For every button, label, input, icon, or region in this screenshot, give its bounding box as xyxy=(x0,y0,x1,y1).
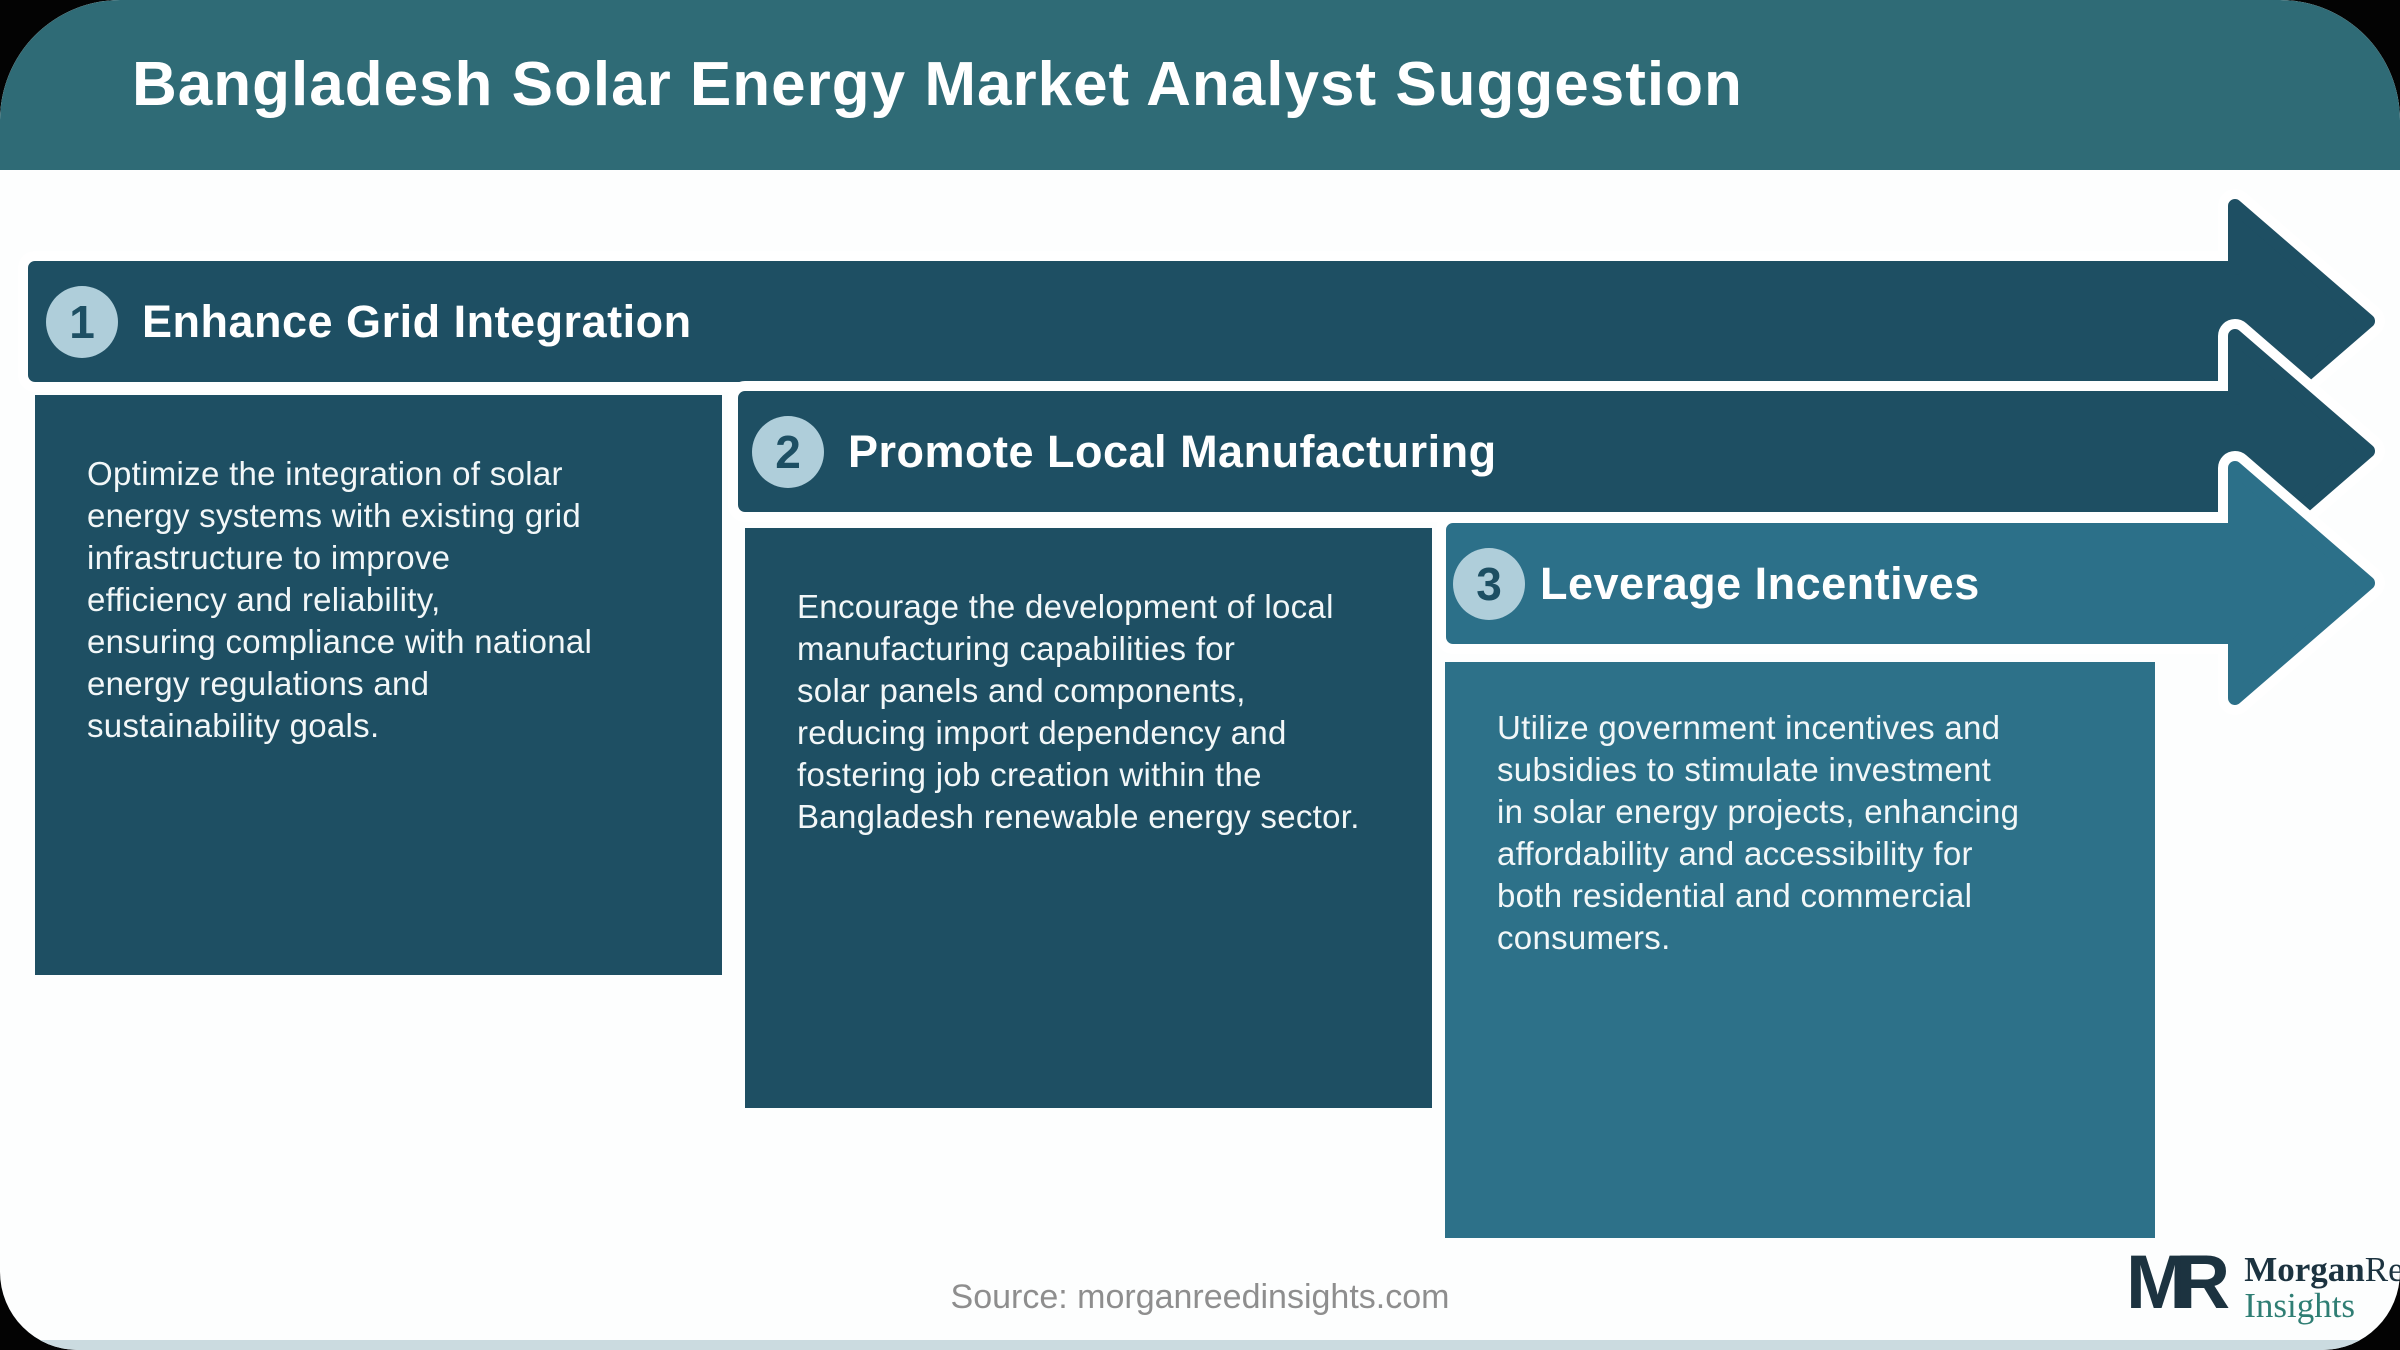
description-text-3: Utilize government incentives and subsid… xyxy=(1497,709,2020,956)
step-number-badge-2: 2 xyxy=(752,416,824,488)
step-title-3: Leverage Incentives xyxy=(1540,558,1980,609)
header-band: Bangladesh Solar Energy Market Analyst S… xyxy=(0,0,2400,170)
morganreed-logo: MR MorganReed Insights xyxy=(2126,1240,2400,1325)
step-title-1: Enhance Grid Integration xyxy=(142,296,692,347)
morganreed-logo-tagline: Insights xyxy=(2244,1286,2356,1325)
morganreed-logo-name: MorganReed xyxy=(2244,1250,2400,1289)
description-text-2: Encourage the development of local manuf… xyxy=(797,588,1360,835)
description-box-1: Optimize the integration of solar energy… xyxy=(35,395,722,975)
source-attribution: Source: morganreedinsights.com xyxy=(950,1278,1450,1316)
bottom-accent-strip xyxy=(0,1340,2400,1350)
page-title: Bangladesh Solar Energy Market Analyst S… xyxy=(132,50,1743,119)
morganreed-monogram-icon: MR xyxy=(2126,1240,2230,1325)
morganreed-logo-text: MorganReed Insights xyxy=(2244,1252,2400,1324)
step-number-badge-1: 1 xyxy=(46,286,118,358)
arrow-banner-step-3 xyxy=(1436,451,2385,715)
description-box-2: Encourage the development of local manuf… xyxy=(745,528,1432,1108)
step-number-badge-3: 3 xyxy=(1453,548,1525,620)
description-text-1: Optimize the integration of solar energy… xyxy=(87,455,593,744)
description-box-3: Utilize government incentives and subsid… xyxy=(1445,662,2155,1238)
step-title-2: Promote Local Manufacturing xyxy=(848,426,1497,477)
